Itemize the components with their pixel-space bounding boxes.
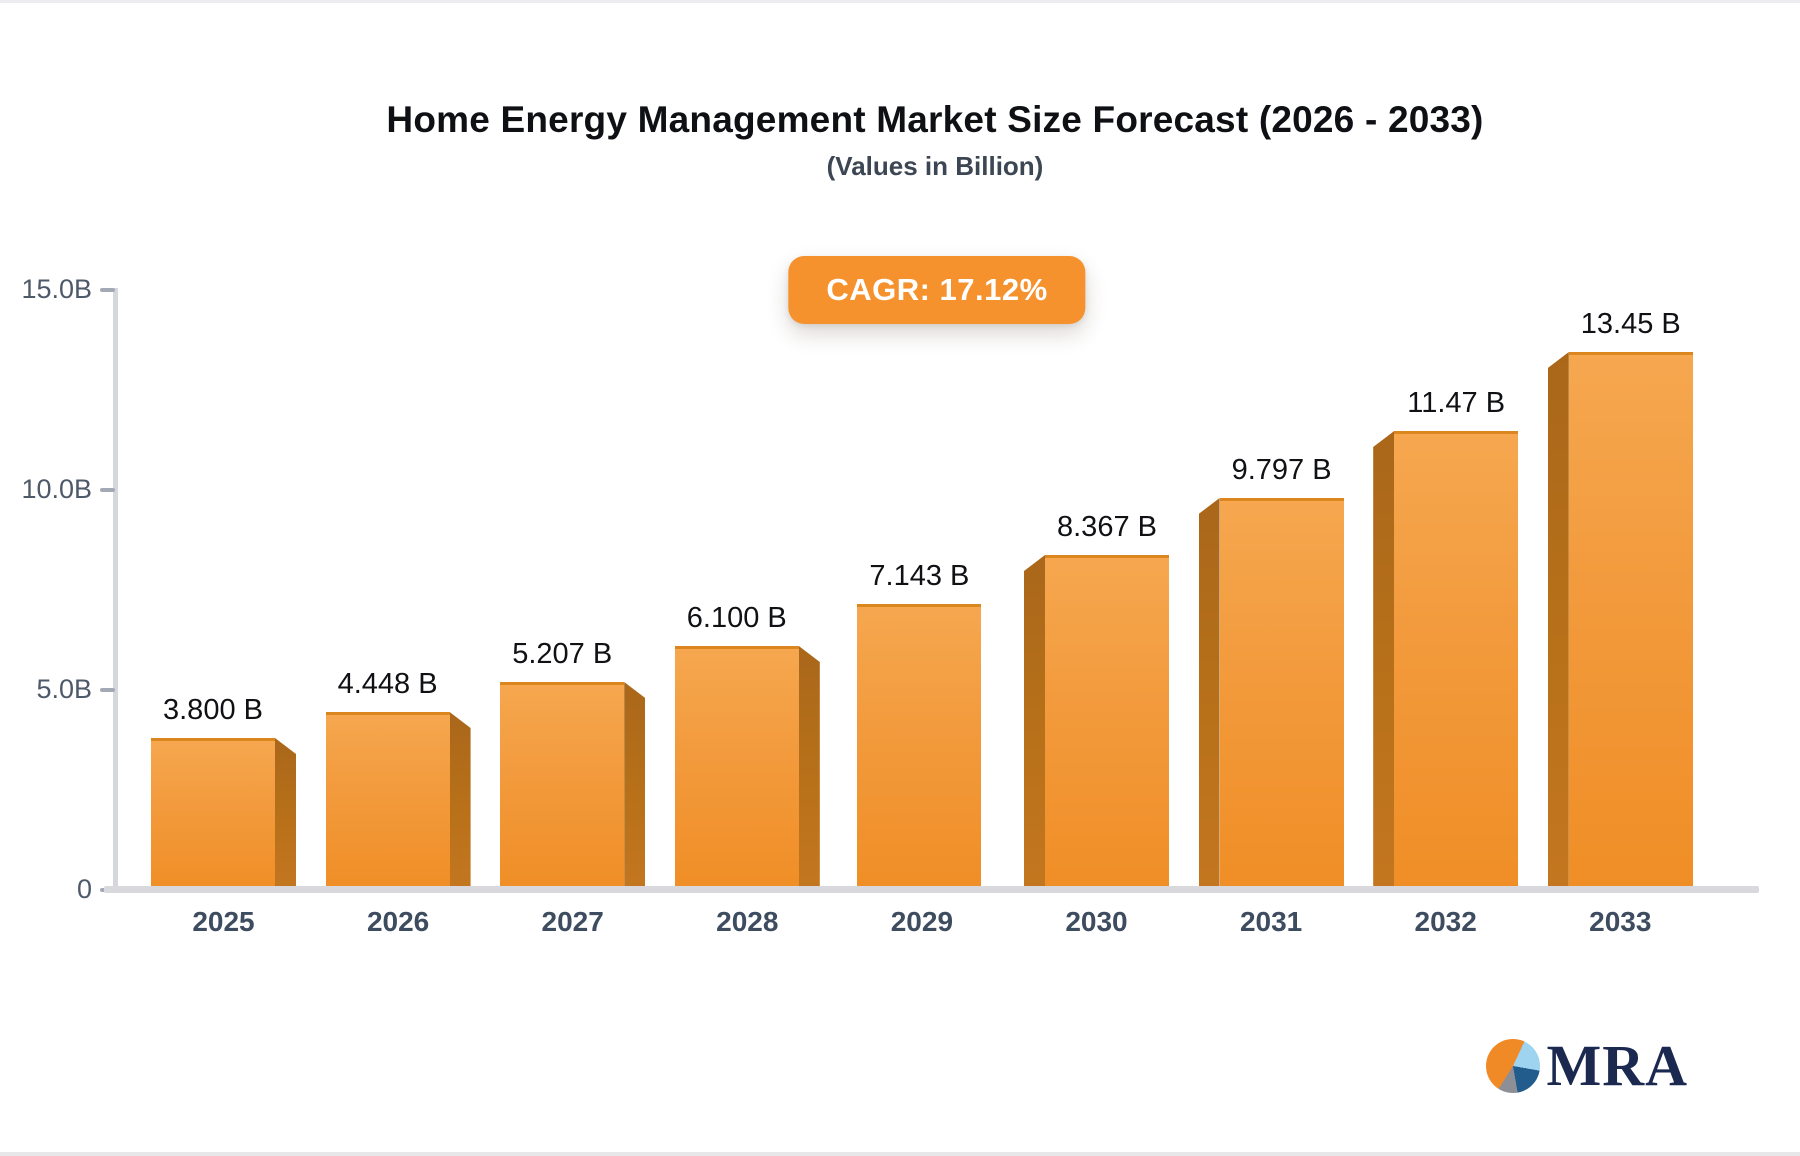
page-title: Home Energy Management Market Size Forec… (386, 99, 1484, 140)
bar-value-label-2026: 4.448 B (337, 668, 438, 700)
bar-value-label-2033: 13.45 B (1580, 308, 1681, 340)
y-tick-mark (100, 488, 115, 492)
bar-2028 (674, 646, 799, 890)
x-axis-label-2031: 2031 (1239, 906, 1303, 937)
brand-logo: MRA (1486, 1033, 1688, 1098)
bar-2025 (151, 738, 275, 890)
y-tick-mark (100, 688, 115, 692)
bar-value-label-2027: 5.207 B (512, 638, 613, 670)
infographic-page: Home Energy Management Market Size Forec… (0, 3, 1800, 1152)
bar-side-face-2030 (1024, 555, 1045, 890)
y-tick-label: 15.0B (21, 274, 92, 304)
bar-2033 (1568, 352, 1693, 890)
x-axis-label-2032: 2032 (1414, 906, 1477, 937)
y-tick-label: 10.0B (21, 474, 92, 504)
bar-side-face-2028 (798, 646, 820, 890)
x-axis-label-2030: 2030 (1065, 906, 1128, 937)
bar-side-face-2026 (449, 712, 471, 890)
y-tick-label: 0 (76, 874, 92, 904)
pie-chart-logo-icon (1486, 1039, 1541, 1093)
bar-value-label-2025: 3.800 B (163, 694, 263, 726)
bar-value-label-2031: 9.797 B (1231, 454, 1332, 486)
x-axis-label-2026: 2026 (366, 906, 430, 937)
x-axis-label-2029: 2029 (890, 906, 954, 937)
x-axis-label-2025: 2025 (192, 906, 255, 937)
bar-side-face-2032 (1373, 431, 1395, 890)
bar-2027 (500, 682, 625, 890)
chart-subtitle: (Values in Billion) (826, 151, 1044, 181)
y-tick-mark (100, 288, 115, 292)
bar-value-label-2032: 11.47 B (1407, 387, 1506, 419)
bar-2032 (1394, 431, 1519, 890)
bar-side-face-2027 (624, 682, 646, 890)
bar-value-label-2030: 8.367 B (1057, 511, 1157, 543)
brand-logo-text: MRA (1546, 1033, 1688, 1098)
bar-value-label-2028: 6.100 B (686, 602, 787, 634)
x-axis-label-2027: 2027 (541, 906, 604, 937)
y-axis-line (113, 288, 118, 890)
bar-2031 (1219, 498, 1344, 890)
x-axis-baseline (104, 886, 1759, 893)
cagr-badge: CAGR: 17.12% (788, 256, 1086, 324)
bar-side-face-2031 (1198, 498, 1220, 890)
x-axis-label-2033: 2033 (1589, 906, 1652, 937)
bar-side-face-2025 (275, 738, 296, 890)
bar-2030 (1045, 555, 1169, 890)
bar-2026 (325, 712, 450, 890)
x-axis-label-2028: 2028 (716, 906, 779, 937)
bar-2029 (857, 604, 982, 890)
bar-side-face-2033 (1547, 352, 1569, 890)
bar-value-label-2029: 7.143 B (869, 560, 970, 592)
y-tick-label: 5.0B (36, 674, 92, 704)
